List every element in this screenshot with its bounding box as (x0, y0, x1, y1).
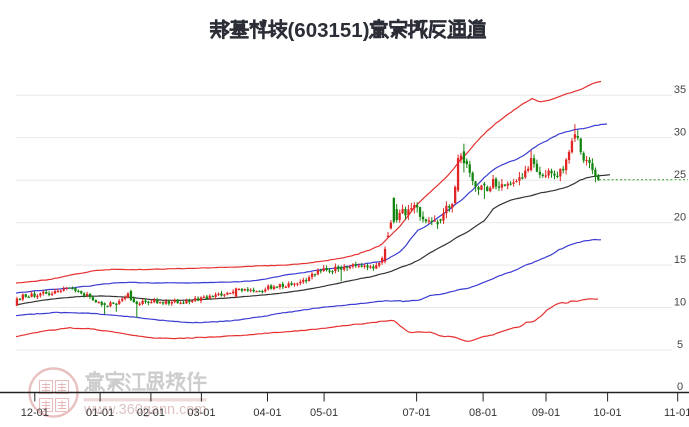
svg-text:11-01: 11-01 (664, 407, 689, 419)
svg-text:08-01: 08-01 (469, 407, 497, 419)
svg-text:30: 30 (674, 127, 686, 139)
svg-text:03-01: 03-01 (187, 407, 215, 419)
svg-text:10-01: 10-01 (594, 407, 622, 419)
svg-text:12-01: 12-01 (21, 407, 49, 419)
svg-text:20: 20 (674, 211, 686, 223)
svg-text:0: 0 (677, 381, 683, 393)
svg-text:(603151): (603151) (287, 19, 369, 42)
svg-text:15: 15 (674, 254, 686, 266)
svg-text:35: 35 (674, 84, 686, 96)
svg-text:05-01: 05-01 (310, 407, 338, 419)
svg-text:01-01: 01-01 (86, 407, 114, 419)
svg-text:www.360gann.com: www.360gann.com (83, 402, 207, 418)
svg-text:02-01: 02-01 (137, 407, 165, 419)
svg-text:5: 5 (677, 339, 683, 351)
svg-text:04-01: 04-01 (253, 407, 281, 419)
svg-text:09-01: 09-01 (532, 407, 560, 419)
svg-text:07-01: 07-01 (403, 407, 431, 419)
svg-text:10: 10 (674, 296, 686, 308)
svg-text:25: 25 (674, 169, 686, 181)
